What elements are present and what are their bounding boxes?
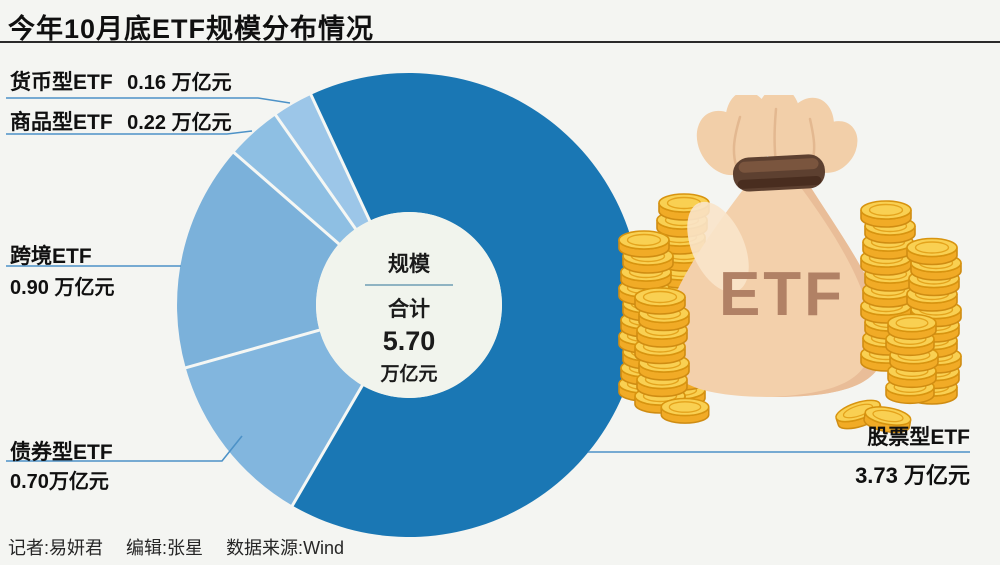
coin: [906, 237, 958, 266]
footer-source: 数据来源:Wind: [226, 538, 345, 558]
pie-separator: [184, 328, 322, 370]
leader-line-commodity-etf: [6, 130, 253, 135]
center-label-top: 规模: [388, 253, 430, 276]
donut-center-circle: [316, 212, 502, 398]
bag-tie: [732, 154, 826, 192]
coin: [887, 313, 937, 341]
pie-separator: [273, 113, 358, 232]
pie-separator: [290, 382, 365, 508]
stock-etf-value: 3.73 万亿元: [855, 463, 970, 488]
bond-etf-name: 债券型ETF: [10, 441, 113, 464]
pie-slice-3: [234, 115, 356, 244]
center-label-bottom: 合计: [388, 298, 430, 321]
title-underline: [0, 41, 1000, 43]
leader-line-money-etf: [6, 97, 291, 104]
footer-credits: 记者:易妍君 编辑:张星 数据来源:Wind: [8, 534, 362, 560]
pie-slice-1: [185, 330, 363, 506]
pie-slice-2: [177, 152, 339, 368]
bond-etf-value: 0.70万亿元: [10, 471, 109, 493]
stock-etf-name: 股票型ETF: [867, 426, 970, 449]
footer-reporter: 记者:易妍君: [8, 538, 104, 558]
money-bag: ETF: [662, 95, 886, 397]
center-divider: [365, 284, 453, 286]
callout-money-etf: 货币型ETF 0.16 万亿元: [10, 66, 232, 96]
money-etf-name: 货币型ETF: [10, 71, 113, 94]
bag-highlight: [687, 201, 749, 293]
crossborder-etf-value: 0.90 万亿元: [10, 277, 115, 299]
pie-slices: [177, 73, 641, 538]
page-title: 今年10月底ETF规模分布情况: [8, 14, 375, 44]
pie-slice-separators: [184, 93, 372, 508]
commodity-etf-name: 商品型ETF: [10, 111, 113, 134]
center-total-unit: 万亿元: [380, 364, 438, 385]
pie-slice-0: [292, 73, 641, 538]
commodity-etf-value: 0.22 万亿元: [127, 112, 232, 134]
money-bag-illustration: ETF: [618, 95, 962, 437]
loose-coin: [660, 397, 710, 424]
bag-ruffle: [696, 95, 858, 176]
coin: [860, 200, 912, 228]
bag-etf-label: ETF: [719, 260, 845, 329]
pie-slice-4: [275, 94, 370, 229]
footer-editor: 编辑:张星: [126, 538, 204, 558]
center-total-value: 5.70: [382, 326, 436, 356]
donut-center-label: 规模 合计 5.70 万亿元: [329, 248, 489, 386]
coin: [634, 287, 686, 315]
callout-commodity-etf: 商品型ETF 0.22 万亿元: [10, 106, 232, 136]
crossborder-etf-name: 跨境ETF: [10, 245, 92, 268]
pie-separator: [309, 93, 372, 224]
pie-separator: [232, 150, 342, 247]
coin: [618, 230, 670, 258]
money-etf-value: 0.16 万亿元: [127, 72, 232, 94]
leader-line-bond-etf: [6, 435, 243, 462]
